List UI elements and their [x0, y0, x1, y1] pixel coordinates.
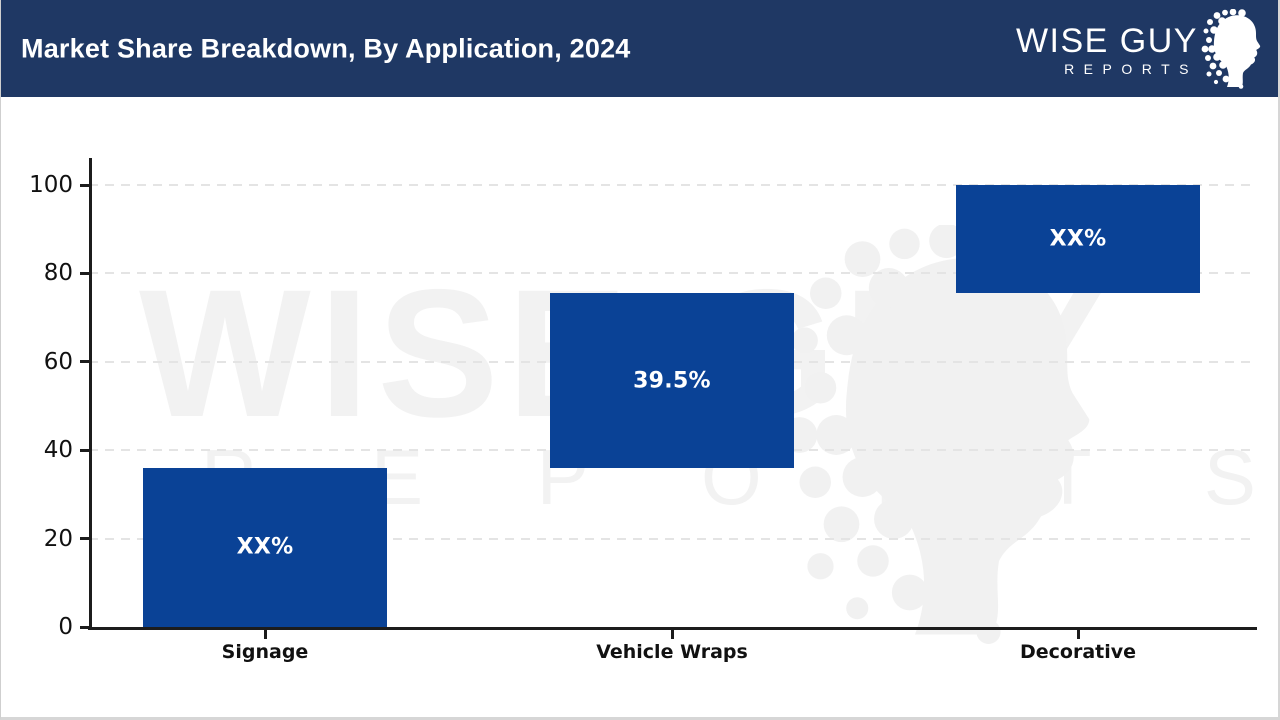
- x-category-label-0: Signage: [221, 641, 309, 663]
- y-tick-label-40: 40: [43, 437, 73, 464]
- x-category-label-1: Vehicle Wraps: [596, 641, 748, 663]
- gridline-80: [89, 272, 1257, 275]
- x-axis-line: [88, 627, 1257, 630]
- y-tick-mark-80: [80, 271, 89, 275]
- y-tick-label-0: 0: [58, 614, 73, 640]
- x-tick-mark-1: [670, 630, 674, 639]
- header-band: Market Share Breakdown, By Application, …: [1, 0, 1278, 97]
- x-tick-mark-2: [1076, 630, 1080, 639]
- y-tick-mark-0: [80, 625, 89, 629]
- y-tick-mark-40: [80, 448, 89, 452]
- y-tick-mark-20: [80, 537, 89, 541]
- logo-wordmark: WISE GUY: [1015, 22, 1198, 60]
- bar-value-label: XX%: [236, 534, 294, 560]
- y-tick-mark-60: [80, 360, 89, 364]
- gridline-20: [89, 537, 1257, 540]
- y-tick-label-100: 100: [29, 172, 73, 198]
- y-axis-line: [89, 158, 92, 630]
- bar-value-label: XX%: [1049, 226, 1107, 252]
- bar-value-label: 39.5%: [633, 368, 711, 394]
- page-title: Market Share Breakdown, By Application, …: [21, 33, 631, 63]
- bar-segment-signage: XX%: [143, 467, 387, 627]
- wiseguy-head-icon: [1201, 9, 1261, 89]
- y-tick-label-20: 20: [43, 525, 73, 552]
- y-tick-label-60: 60: [43, 348, 73, 375]
- y-tick-mark-100: [80, 183, 89, 187]
- wiseguy-logo: WISE GUY REPORTS: [1014, 0, 1264, 97]
- logo-subtext: REPORTS: [1064, 61, 1198, 77]
- x-tick-mark-0: [263, 630, 267, 639]
- gridline-100: [89, 184, 1257, 186]
- bar-segment-decorative: XX%: [956, 185, 1200, 294]
- chart-plot-area: 0 20 40 60 80 100 XX% Signage 39.5% Vehicle Wraps…: [1, 97, 1278, 717]
- bar-segment-vehicle-wraps: 39.5%: [550, 293, 794, 468]
- y-tick-label-80: 80: [43, 260, 73, 287]
- x-category-label-2: Decorative: [1019, 641, 1137, 663]
